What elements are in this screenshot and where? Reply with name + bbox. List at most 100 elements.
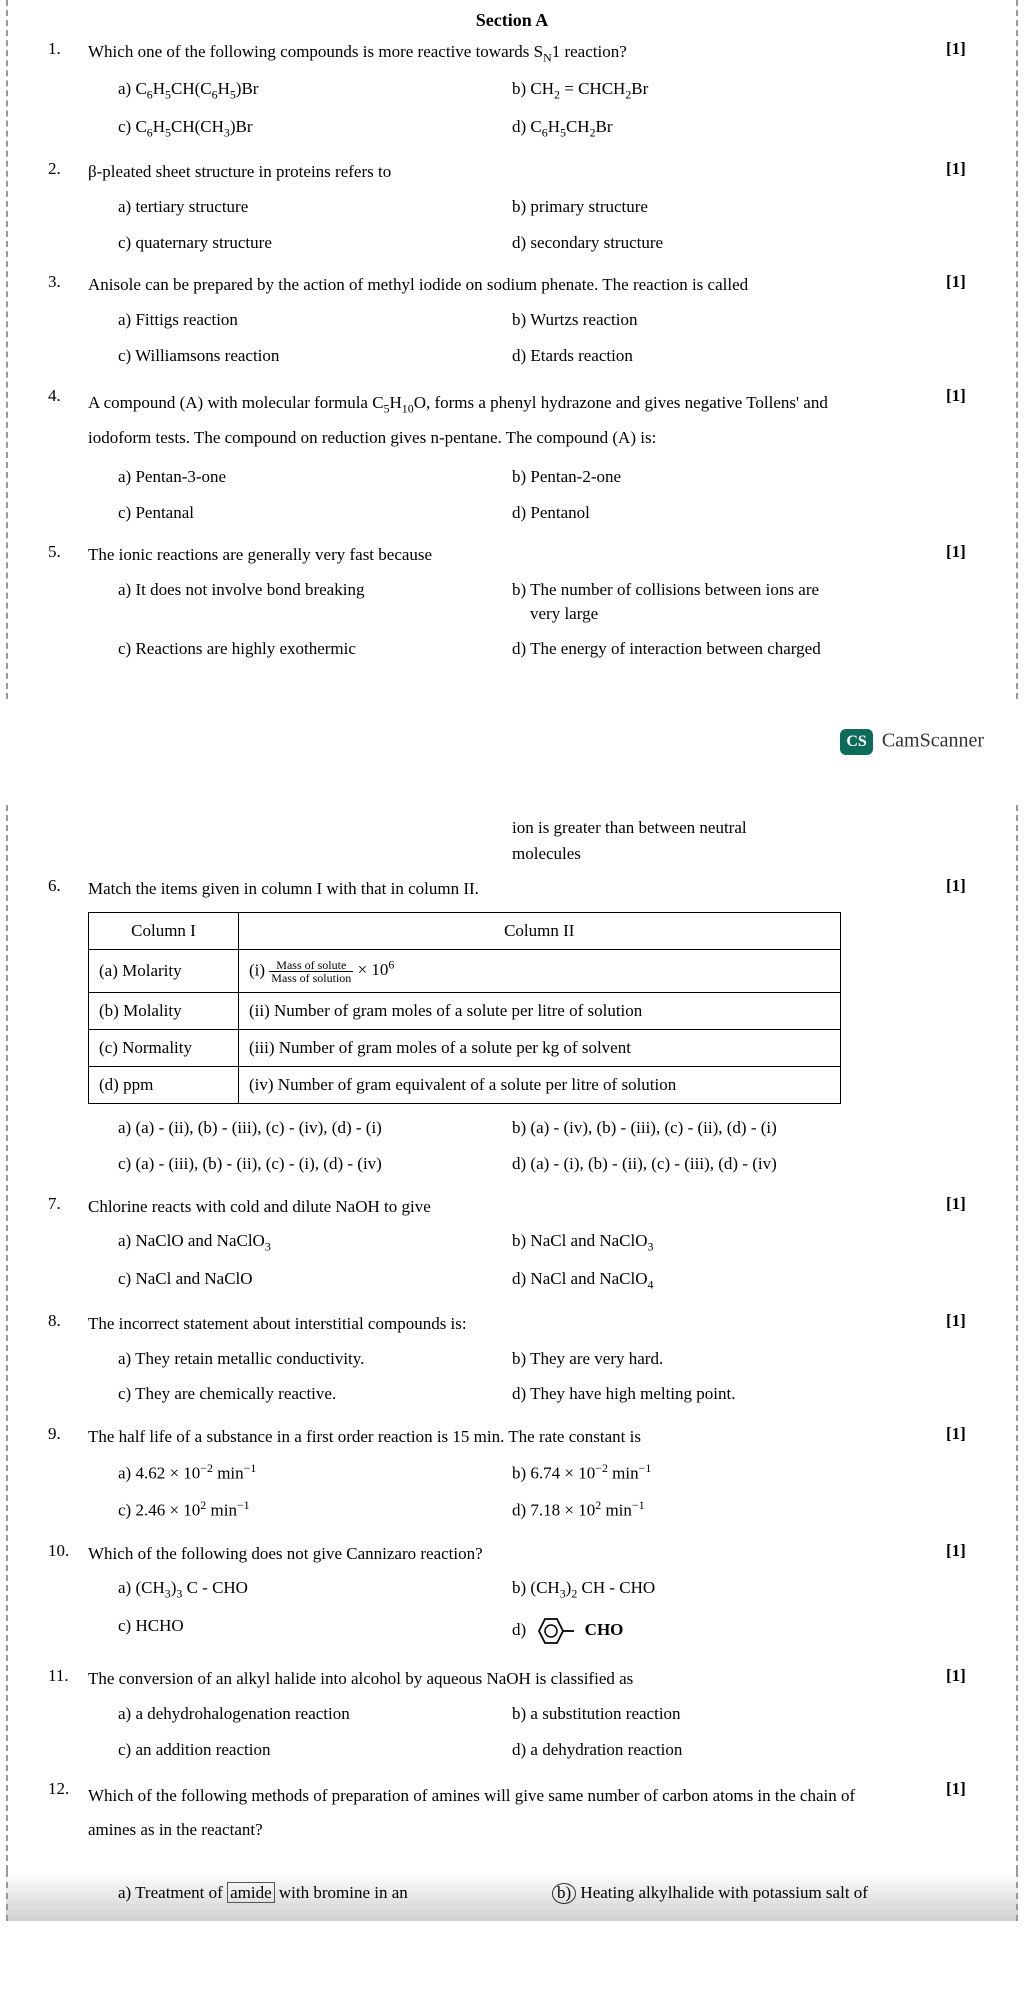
question-1: 1. Which one of the following compounds …: [38, 39, 986, 153]
option-a: a) a dehydrohalogenation reaction: [118, 1702, 512, 1726]
question-text: A compound (A) with molecular formula C5…: [88, 386, 906, 455]
option-d: d) a dehydration reaction: [512, 1738, 906, 1762]
question-number: 2.: [38, 159, 88, 266]
options: a) They retain metallic conductivity. b)…: [88, 1347, 906, 1419]
option-d: d) CHO: [512, 1614, 906, 1648]
option-b: b) Wurtzs reaction: [512, 308, 906, 332]
question-text: β-pleated sheet structure in proteins re…: [88, 159, 906, 185]
option-d: d) NaCl and NaClO4: [512, 1267, 906, 1293]
section-title: Section A: [38, 10, 986, 31]
option-b: b) primary structure: [512, 195, 906, 219]
option-b: b) NaCl and NaClO3: [512, 1229, 906, 1255]
question-number: 1.: [38, 39, 88, 153]
marks: [1]: [946, 386, 986, 537]
marks: [1]: [946, 1311, 986, 1418]
table-row: (a) Molarity (i) Mass of solute Mass of …: [89, 949, 841, 992]
option-c: c) C6H5CH(CH3)Br: [118, 115, 512, 141]
question-text: Which of the following does not give Can…: [88, 1541, 906, 1567]
option-d: d) (a) - (i), (b) - (ii), (c) - (iii), (…: [512, 1152, 906, 1176]
option-d: d) Pentanol: [512, 501, 906, 525]
marks: [1]: [946, 272, 986, 379]
marks: [1]: [946, 1424, 986, 1534]
options: a) Pentan-3-one b) Pentan-2-one c) Penta…: [88, 465, 906, 537]
option-a: a) It does not involve bond breaking: [118, 578, 512, 626]
option-a: a) 4.62 × 10−2 min−1: [118, 1460, 512, 1485]
question-11: 11. The conversion of an alkyl halide in…: [38, 1666, 986, 1773]
table-header: Column II: [239, 912, 841, 949]
question-number: 4.: [38, 386, 88, 537]
question-text: The incorrect statement about interstiti…: [88, 1311, 906, 1337]
question-number: 6.: [38, 876, 88, 1187]
option-a: a) tertiary structure: [118, 195, 512, 219]
question-number: 5.: [38, 542, 88, 673]
option-a: a) They retain metallic conductivity.: [118, 1347, 512, 1371]
option-a: a) Fittigs reaction: [118, 308, 512, 332]
question-text: The conversion of an alkyl halide into a…: [88, 1666, 906, 1692]
table-row: (b) Molality (ii) Number of gram moles o…: [89, 992, 841, 1029]
page-1: Section A 1. Which one of the following …: [6, 0, 1018, 699]
option-c: c) Pentanal: [118, 501, 512, 525]
option-a: a) Treatment of amide with bromine in an: [118, 1881, 552, 1905]
page-bottom-fade: a) Treatment of amide with bromine in an…: [6, 1871, 1018, 1921]
options: a) NaClO and NaClO3 b) NaCl and NaClO3 c…: [88, 1229, 906, 1305]
option-d: d) Etards reaction: [512, 344, 906, 368]
table-row: (c) Normality (iii) Number of gram moles…: [89, 1029, 841, 1066]
question-text: Chlorine reacts with cold and dilute NaO…: [88, 1194, 906, 1220]
option-c: c) (a) - (iii), (b) - (ii), (c) - (i), (…: [118, 1152, 512, 1176]
option-a: a) C6H5CH(C6H5)Br: [118, 77, 512, 103]
marks: [1]: [946, 1194, 986, 1306]
camscanner-watermark: CS CamScanner: [0, 699, 1024, 775]
question-text: Which of the following methods of prepar…: [88, 1779, 906, 1847]
marks: [1]: [946, 159, 986, 266]
question-text: The ionic reactions are generally very f…: [88, 542, 906, 568]
question-number: 8.: [38, 1311, 88, 1418]
options: a) C6H5CH(C6H5)Br b) CH2 = CHCH2Br c) C6…: [88, 77, 906, 153]
option-b: b) Heating alkylhalide with potassium sa…: [552, 1881, 986, 1905]
page-2: ion is greater than between neutral mole…: [6, 805, 1018, 1871]
table-header: Column I: [89, 912, 239, 949]
camscanner-badge: CS: [840, 729, 872, 755]
options: a) Treatment of amide with bromine in an…: [38, 1871, 986, 1917]
marks: [1]: [946, 542, 986, 673]
table-row: (d) ppm (iv) Number of gram equivalent o…: [89, 1066, 841, 1103]
question-number: 3.: [38, 272, 88, 379]
option-c: c) Reactions are highly exothermic: [118, 637, 512, 661]
question-8: 8. The incorrect statement about interst…: [38, 1311, 986, 1418]
question-text: The half life of a substance in a first …: [88, 1424, 906, 1450]
question-text: Anisole can be prepared by the action of…: [88, 272, 906, 298]
marks: [1]: [946, 1779, 986, 1851]
question-7: 7. Chlorine reacts with cold and dilute …: [38, 1194, 986, 1306]
question-10: 10. Which of the following does not give…: [38, 1541, 986, 1661]
options: a) tertiary structure b) primary structu…: [88, 195, 906, 267]
option-c: c) an addition reaction: [118, 1738, 512, 1762]
question-3: 3. Anisole can be prepared by the action…: [38, 272, 986, 379]
question-6: 6. Match the items given in column I wit…: [38, 876, 986, 1187]
options: a) Fittigs reaction b) Wurtzs reaction c…: [88, 308, 906, 380]
option-c: c) Williamsons reaction: [118, 344, 512, 368]
question-text: Match the items given in column I with t…: [88, 876, 906, 902]
question-5: 5. The ionic reactions are generally ver…: [38, 542, 986, 673]
option-a: a) (CH3)3 C - CHO: [118, 1576, 512, 1602]
option-b: b) The number of collisions between ions…: [512, 578, 906, 626]
question-text: Which one of the following compounds is …: [88, 39, 906, 67]
options: a) a dehydrohalogenation reaction b) a s…: [88, 1702, 906, 1774]
question-12: 12. Which of the following methods of pr…: [38, 1779, 986, 1851]
option-b: b) (CH3)2 CH - CHO: [512, 1576, 906, 1602]
options: a) (a) - (ii), (b) - (iii), (c) - (iv), …: [88, 1116, 906, 1188]
question-number: 10.: [38, 1541, 88, 1661]
option-a: a) (a) - (ii), (b) - (iii), (c) - (iv), …: [118, 1116, 512, 1140]
benzene-ring-icon: [530, 1614, 580, 1648]
question-4: 4. A compound (A) with molecular formula…: [38, 386, 986, 537]
option-d: d) The energy of interaction between cha…: [512, 637, 906, 661]
question-number: 7.: [38, 1194, 88, 1306]
marks: [1]: [946, 1666, 986, 1773]
option-b: b) (a) - (iv), (b) - (iii), (c) - (ii), …: [512, 1116, 906, 1140]
question-2: 2. β-pleated sheet structure in proteins…: [38, 159, 986, 266]
camscanner-label: CamScanner: [882, 730, 984, 752]
options: a) (CH3)3 C - CHO b) (CH3)2 CH - CHO c) …: [88, 1576, 906, 1660]
option-b: b) Pentan-2-one: [512, 465, 906, 489]
option-b: b) a substitution reaction: [512, 1702, 906, 1726]
option-a: a) Pentan-3-one: [118, 465, 512, 489]
option-c: c) NaCl and NaClO: [118, 1267, 512, 1293]
option-d: d) C6H5CH2Br: [512, 115, 906, 141]
